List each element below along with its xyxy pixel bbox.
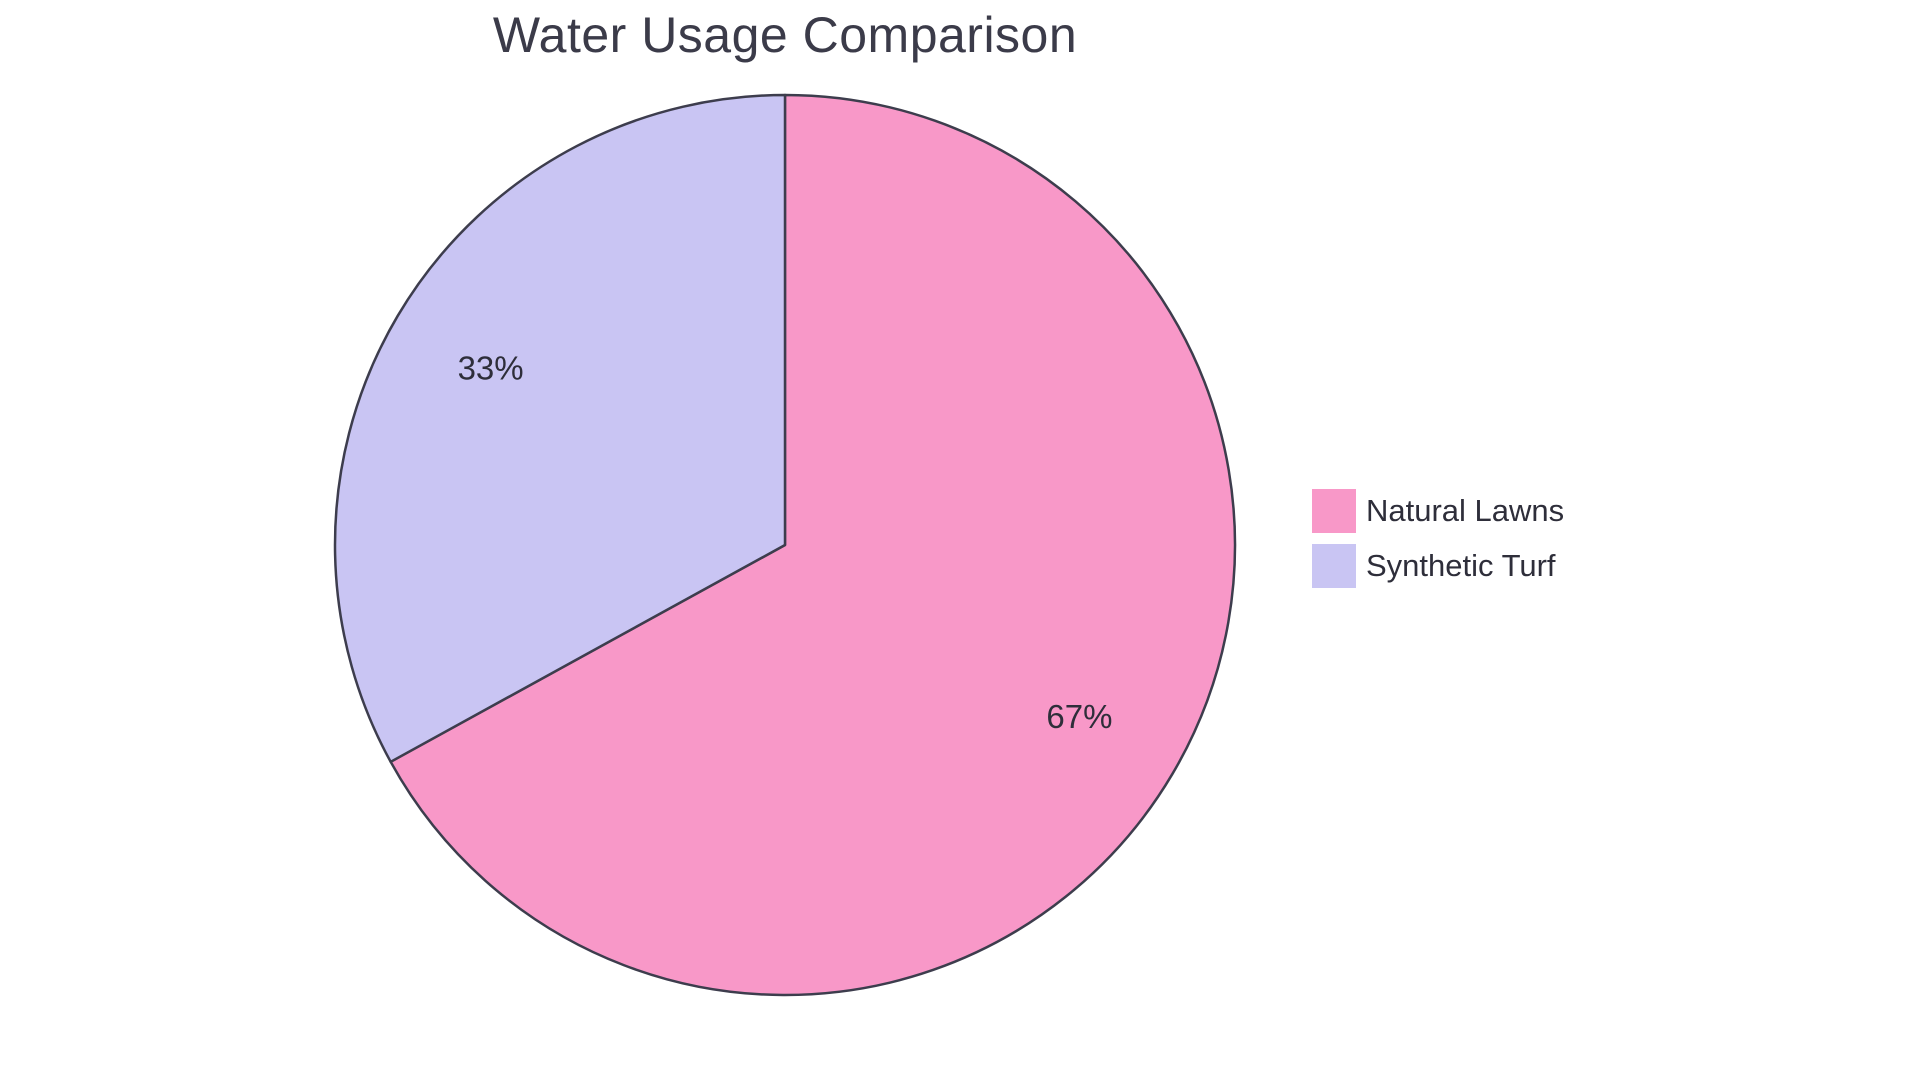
legend: Natural Lawns Synthetic Turf (1312, 489, 1564, 599)
legend-swatch-natural-lawns (1312, 489, 1356, 533)
pie-slice-synthetic-turf[interactable] (333, 93, 787, 764)
legend-label-natural-lawns: Natural Lawns (1366, 493, 1565, 528)
pie-slice-natural-lawns[interactable] (389, 93, 1237, 997)
pie-slice-pct-label-synthetic-turf: 33% (458, 350, 524, 387)
legend-label-synthetic-turf: Synthetic Turf (1366, 548, 1556, 583)
legend-item-synthetic-turf[interactable]: Synthetic Turf (1312, 544, 1564, 588)
legend-swatch-synthetic-turf (1312, 544, 1356, 588)
legend-item-natural-lawns[interactable]: Natural Lawns (1312, 489, 1564, 533)
pie-slice-pct-label-natural-lawns: 67% (1046, 698, 1112, 735)
chart-title: Water Usage Comparison (492, 7, 1078, 63)
